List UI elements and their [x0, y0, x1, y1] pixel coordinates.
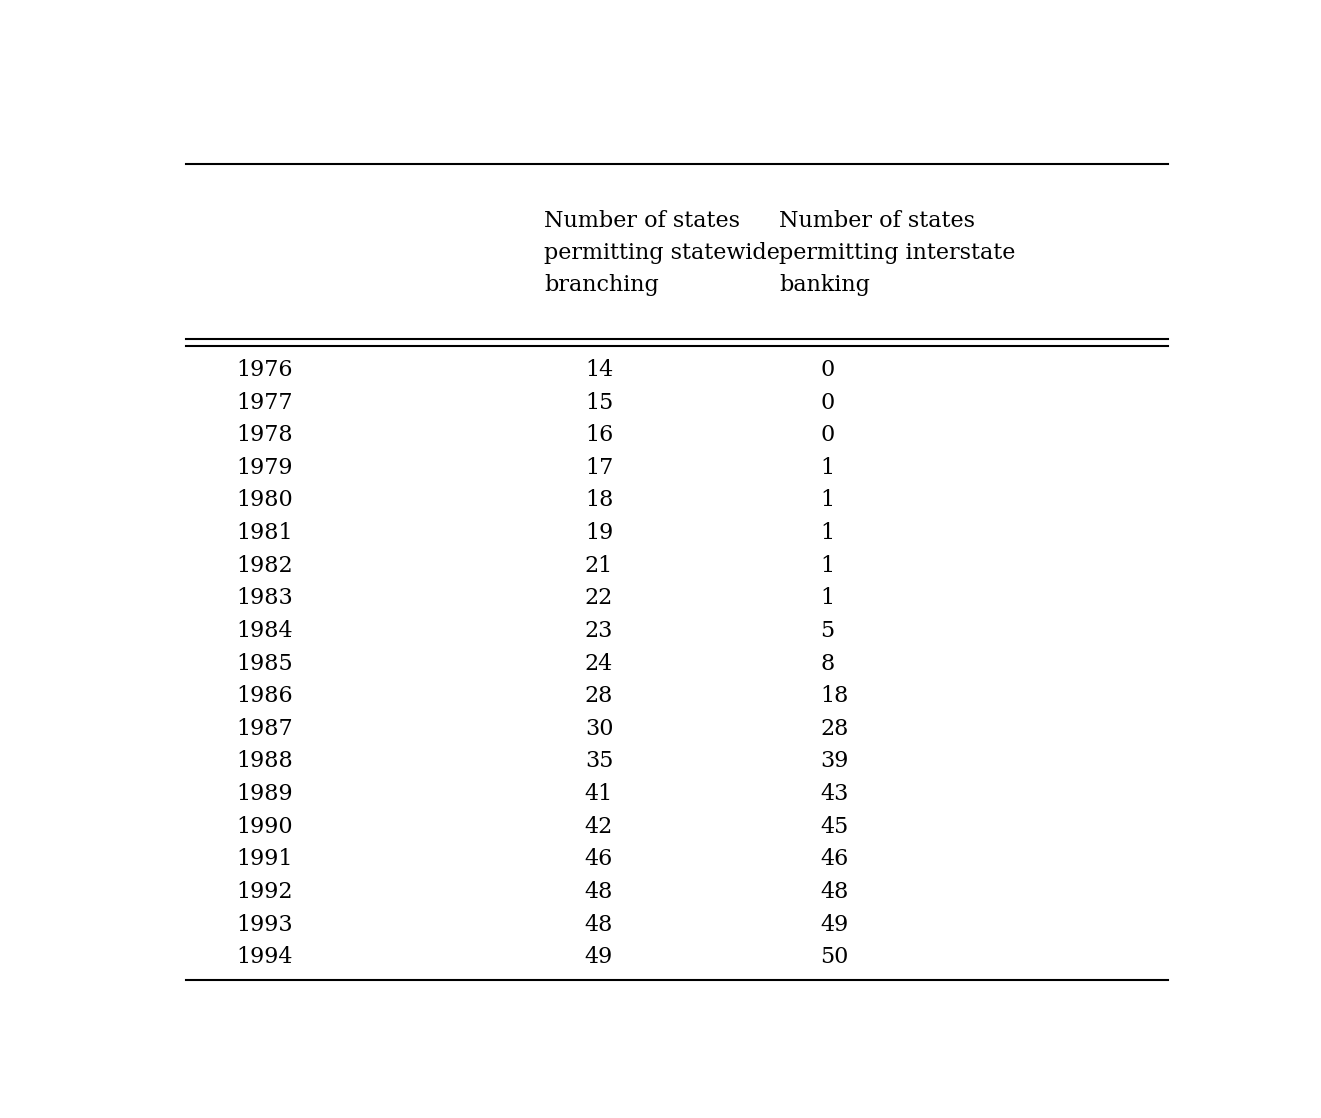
Text: 8: 8 [820, 653, 835, 674]
Text: 49: 49 [820, 913, 848, 936]
Text: 46: 46 [585, 849, 613, 870]
Text: 1: 1 [820, 522, 835, 544]
Text: 14: 14 [585, 359, 613, 381]
Text: 1987: 1987 [236, 718, 293, 740]
Text: 15: 15 [585, 391, 613, 414]
Text: 18: 18 [820, 685, 848, 708]
Text: 1980: 1980 [236, 490, 293, 511]
Text: 1983: 1983 [236, 587, 293, 609]
Text: 1986: 1986 [236, 685, 293, 708]
Text: 5: 5 [820, 620, 835, 642]
Text: 16: 16 [585, 424, 613, 446]
Text: 21: 21 [585, 555, 613, 577]
Text: 1979: 1979 [236, 457, 293, 479]
Text: 24: 24 [585, 653, 613, 674]
Text: 30: 30 [585, 718, 613, 740]
Text: 35: 35 [585, 750, 613, 773]
Text: 46: 46 [820, 849, 848, 870]
Text: 41: 41 [585, 783, 613, 805]
Text: 1: 1 [820, 587, 835, 609]
Text: 1985: 1985 [236, 653, 293, 674]
Text: Number of states
permitting interstate
banking: Number of states permitting interstate b… [779, 210, 1016, 296]
Text: 22: 22 [585, 587, 613, 609]
Text: 1993: 1993 [236, 913, 293, 936]
Text: 1988: 1988 [236, 750, 293, 773]
Text: 39: 39 [820, 750, 848, 773]
Text: 45: 45 [820, 816, 848, 837]
Text: 1982: 1982 [236, 555, 293, 577]
Text: 1984: 1984 [236, 620, 293, 642]
Text: 18: 18 [585, 490, 613, 511]
Text: 1991: 1991 [236, 849, 293, 870]
Text: 1981: 1981 [236, 522, 293, 544]
Text: Number of states
permitting statewide
branching: Number of states permitting statewide br… [544, 210, 779, 296]
Text: 17: 17 [585, 457, 613, 479]
Text: 1: 1 [820, 555, 835, 577]
Text: 48: 48 [820, 881, 848, 903]
Text: 1978: 1978 [236, 424, 293, 446]
Text: 49: 49 [585, 946, 613, 968]
Text: 42: 42 [585, 816, 613, 837]
Text: 23: 23 [585, 620, 613, 642]
Text: 1994: 1994 [236, 946, 293, 968]
Text: 1: 1 [820, 490, 835, 511]
Text: 0: 0 [820, 359, 835, 381]
Text: 1990: 1990 [236, 816, 293, 837]
Text: 28: 28 [585, 685, 613, 708]
Text: 0: 0 [820, 391, 835, 414]
Text: 1992: 1992 [236, 881, 293, 903]
Text: 1976: 1976 [236, 359, 293, 381]
Text: 1989: 1989 [236, 783, 293, 805]
Text: 43: 43 [820, 783, 848, 805]
Text: 1977: 1977 [236, 391, 293, 414]
Text: 50: 50 [820, 946, 848, 968]
Text: 48: 48 [585, 881, 613, 903]
Text: 48: 48 [585, 913, 613, 936]
Text: 1: 1 [820, 457, 835, 479]
Text: 28: 28 [820, 718, 848, 740]
Text: 0: 0 [820, 424, 835, 446]
Text: 19: 19 [585, 522, 613, 544]
